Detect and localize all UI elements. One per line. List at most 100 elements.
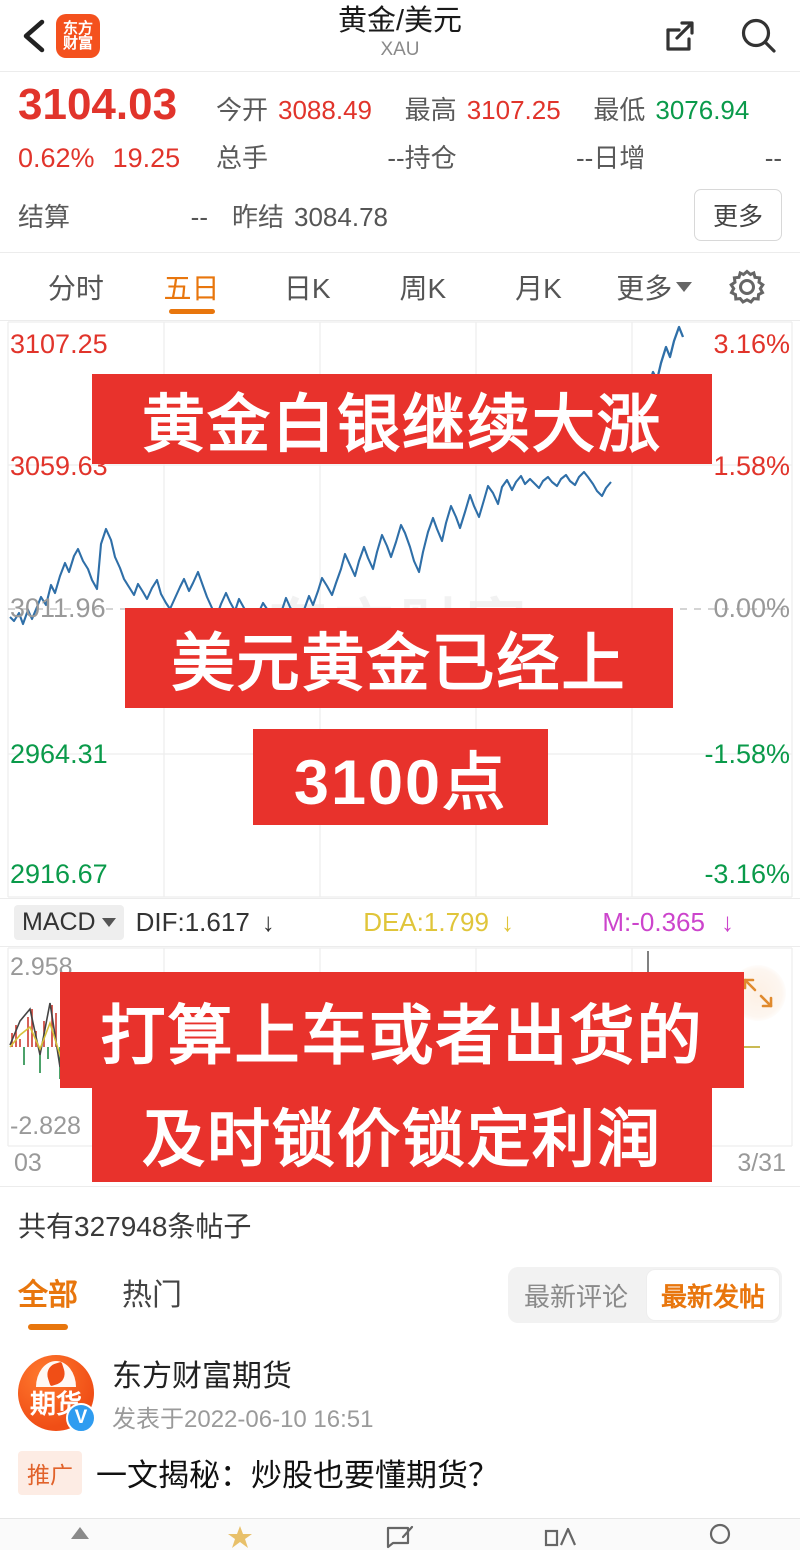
last-price: 3104.03 (18, 80, 178, 129)
macd-legend-bar: MACD DIF:1.617 ↓ DEA:1.799 ↓ M:-0.365 ↓ (0, 899, 800, 947)
prev-settlement-label: 昨结 (232, 201, 285, 232)
header-actions (656, 13, 782, 59)
tab-weekly-k-label: 周K (399, 272, 447, 304)
sort-latest-comment[interactable]: 最新评论 (508, 1267, 644, 1323)
tab-more-periods-label: 更多 (616, 272, 673, 304)
volume-value: -- (387, 143, 405, 173)
position-label: 持仓 (404, 143, 457, 173)
post-tab-all-label: 全部 (18, 1279, 78, 1312)
indicator-selector[interactable]: MACD (14, 905, 124, 940)
post-title: 一文揭秘：炒股也要懂期货？ (96, 1458, 499, 1493)
macd-date-end: 3/31 (737, 1148, 786, 1177)
gear-icon (729, 269, 765, 304)
change-value: 19.25 (112, 143, 181, 173)
high-label: 最高 (404, 95, 457, 125)
y-axis-label-mid-left: 3011.96 (10, 593, 106, 623)
open-cell: 今开 3088.49 (216, 90, 405, 127)
sort-latest-comment-label: 最新评论 (523, 1281, 628, 1312)
nav-favorites[interactable] (180, 1523, 300, 1549)
y-axis-label-lower-left: 2964.31 (10, 739, 108, 769)
bottom-navigation (0, 1518, 800, 1550)
nav-home[interactable] (20, 1523, 140, 1549)
avatar[interactable]: 期货 V (18, 1354, 96, 1433)
tab-fenshi-label: 分时 (47, 272, 104, 304)
post-count-text: 共有327948条帖子 (18, 1211, 252, 1242)
post-tab-hot[interactable]: 热门 (122, 1270, 182, 1320)
tab-monthly-k[interactable]: 月K (481, 253, 597, 320)
change-percent: 0.62% (18, 143, 95, 173)
star-favorites-icon (228, 1526, 252, 1548)
macd-dea-arrow: ↓ (500, 907, 514, 937)
tab-five-day-label: 五日 (163, 272, 220, 304)
more-quote-button[interactable]: 更多 (693, 189, 782, 241)
list-item[interactable]: 期货 V 东方财富期货 发表于2022-06-10 16:51 推广 一文揭秘：… (0, 1335, 800, 1495)
tab-fenshi[interactable]: 分时 (18, 253, 134, 320)
open-label: 今开 (216, 95, 269, 125)
y-axis-label-lower-right: -1.58% (704, 739, 790, 769)
low-cell: 最低 3076.94 (593, 90, 782, 127)
caption-overlay-1: 黄金白银继续大涨 (92, 374, 712, 464)
nav-post[interactable] (340, 1523, 460, 1549)
sort-latest-post-label: 最新发帖 (660, 1281, 765, 1312)
caption-overlay-4: 打算上车或者出货的 (60, 972, 744, 1088)
app-header: 东方 财富 黄金/美元 XAU (0, 0, 800, 72)
position-cell: 持仓 -- (405, 138, 594, 175)
y-axis-label-top-left: 3107.25 (10, 329, 108, 359)
tab-daily-k[interactable]: 日K (249, 253, 365, 320)
brand-logo-line2: 财富 (62, 34, 93, 52)
sort-latest-post[interactable]: 最新发帖 (645, 1269, 780, 1321)
macd-y-min-label: -2.828 (10, 1112, 81, 1140)
y-axis-label-top-right: 3.16% (713, 329, 790, 359)
post-title-row[interactable]: 推广 一文揭秘：炒股也要懂期货？ (18, 1450, 782, 1495)
home-arrow-icon (71, 1527, 89, 1539)
open-value: 3088.49 (278, 95, 372, 125)
chevron-down-icon (101, 918, 116, 927)
post-meta: 东方财富期货 发表于2022-06-10 16:51 (112, 1351, 374, 1434)
page-subtitle: XAU (380, 39, 420, 60)
brand-logo[interactable]: 东方 财富 (56, 13, 100, 58)
verified-badge-icon: V (66, 1402, 96, 1433)
high-value: 3107.25 (466, 95, 561, 125)
nav-market[interactable] (500, 1523, 620, 1549)
y-axis-label-upper-right: 1.58% (713, 451, 790, 481)
y-axis-label-bottom-left: 2916.67 (10, 859, 108, 889)
chevron-left-icon (23, 19, 45, 52)
prev-settlement-value: 3084.78 (294, 201, 388, 232)
profile-icon (709, 1523, 731, 1545)
indicator-selector-label: MACD (22, 908, 96, 936)
high-cell: 最高 3107.25 (405, 90, 594, 127)
y-axis-label-bottom-right: -3.16% (704, 859, 790, 889)
macd-date-start: 03 (14, 1148, 42, 1177)
page-title: 黄金/美元 (337, 5, 463, 37)
prev-settlement-cell: 昨结 3084.78 (232, 197, 388, 234)
caption-overlay-2: 美元黄金已经上 (125, 608, 673, 708)
search-button[interactable] (736, 13, 782, 59)
tab-five-day[interactable]: 五日 (134, 253, 250, 320)
tab-more-periods[interactable]: 更多 (596, 253, 712, 320)
macd-dea-value: DEA:1.799 (363, 907, 489, 937)
settlement-value: -- (190, 201, 208, 232)
nav-profile[interactable] (660, 1523, 780, 1549)
y-axis-label-mid-right: 0.00% (713, 593, 790, 623)
chevron-down-icon (676, 281, 693, 292)
back-button[interactable] (18, 16, 52, 56)
volume-label: 总手 (216, 143, 269, 173)
post-tab-all[interactable]: 全部 (18, 1270, 78, 1320)
low-value: 3076.94 (655, 95, 750, 125)
settlement-label: 结算 (18, 201, 71, 232)
low-label: 最低 (593, 95, 646, 125)
quote-row-secondary: 0.62% 19.25 总手 -- 持仓 -- 日增 -- (18, 138, 782, 188)
edit-post-icon (386, 1525, 414, 1549)
post-author[interactable]: 东方财富期货 (112, 1360, 292, 1393)
daily-increase-value: -- (764, 143, 783, 173)
expand-fullscreen-icon (743, 978, 773, 1008)
macd-date-axis: 03 3/31 (0, 1145, 800, 1181)
status-badge: 推广 (18, 1450, 82, 1495)
settlement-cell: 结算 -- (18, 197, 208, 234)
quote-panel: 3104.03 今开 3088.49 最高 3107.25 最低 3076.94… (0, 72, 800, 253)
chart-settings-button[interactable] (712, 264, 782, 310)
share-button[interactable] (656, 13, 702, 59)
tab-weekly-k[interactable]: 周K (365, 253, 481, 320)
macd-dif-value: DIF:1.617 (135, 907, 250, 937)
change-group: 0.62% 19.25 (18, 143, 216, 174)
